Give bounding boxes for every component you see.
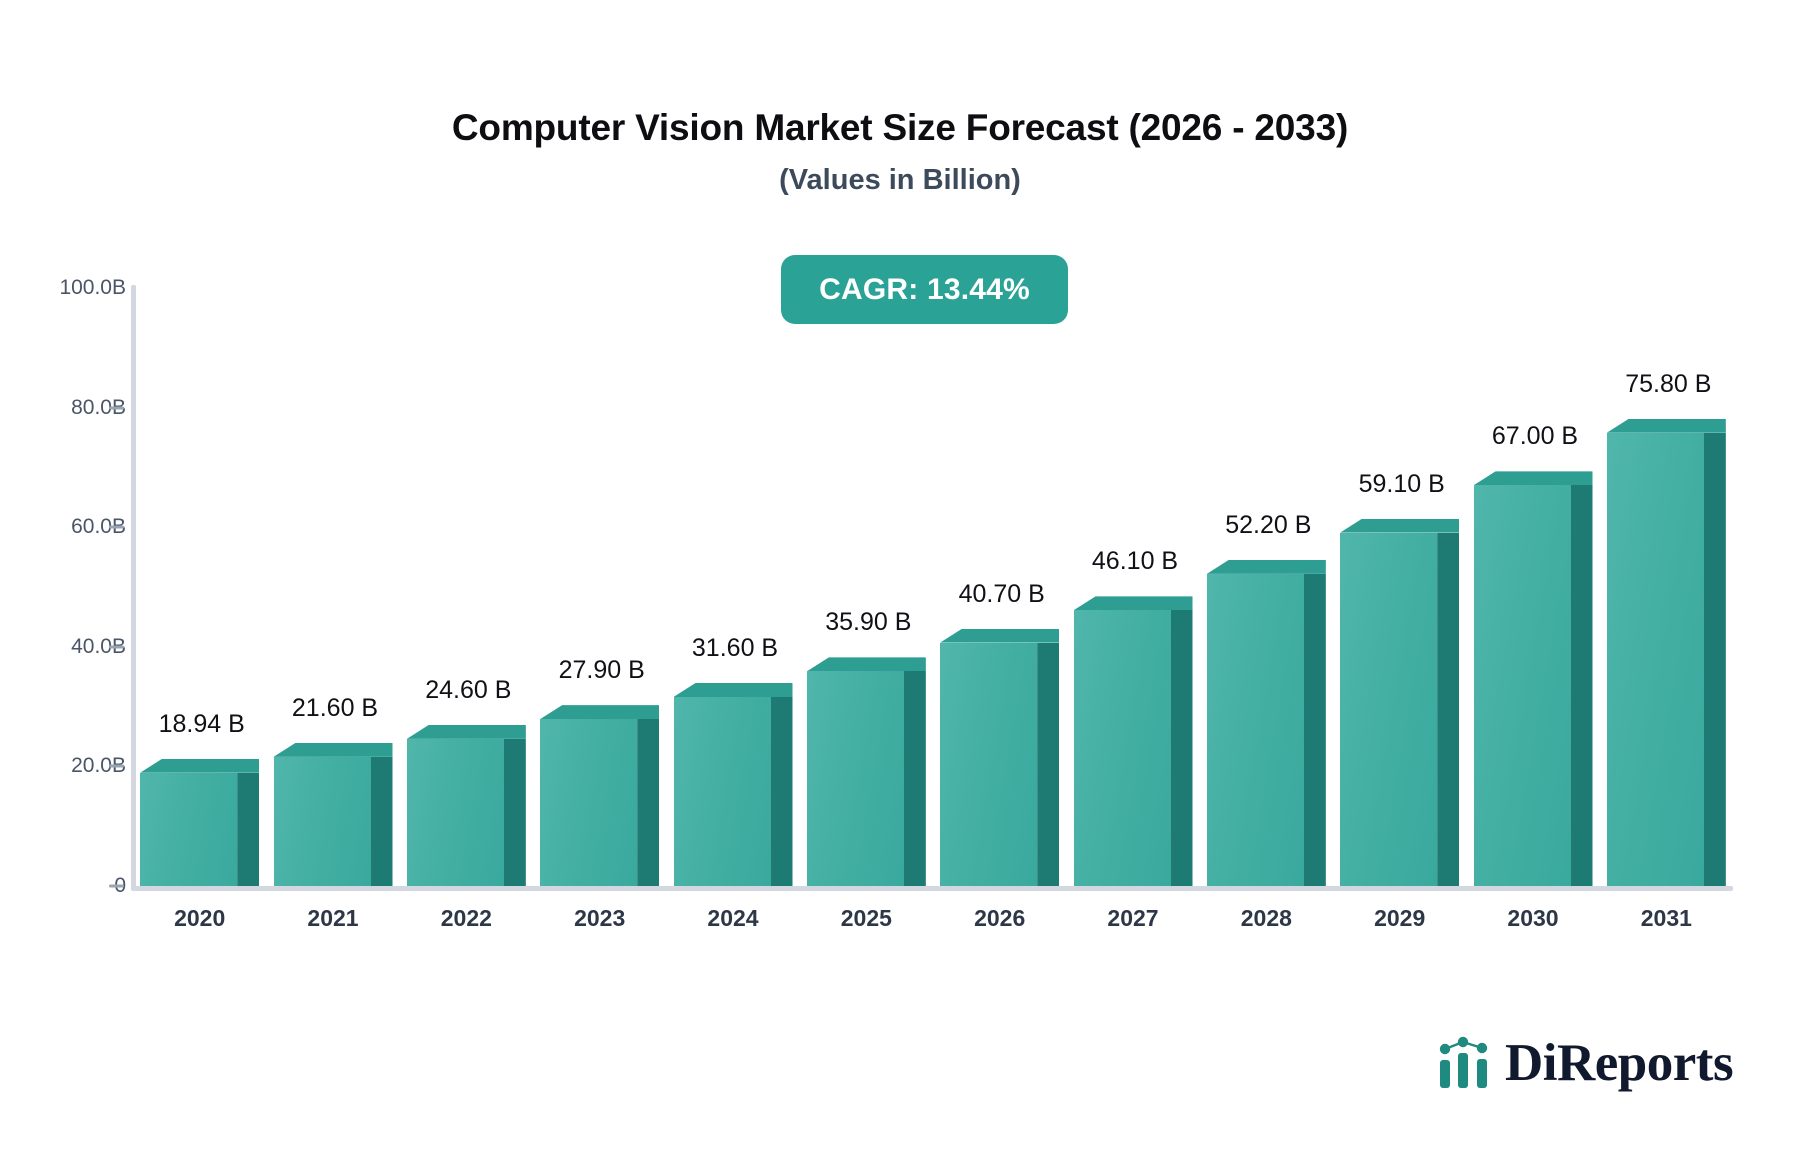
bar-top-face [673, 683, 793, 698]
bar-value-label: 59.10 B [1358, 469, 1445, 498]
bar-value-label: 18.94 B [158, 709, 245, 738]
bar-chart-logo-icon [1439, 1036, 1488, 1088]
y-axis-tick-label: 100.0B [59, 276, 126, 299]
bar-value-label: 67.00 B [1491, 422, 1579, 451]
bar-side-face [903, 671, 926, 886]
bar-column [1606, 418, 1726, 886]
bar-side-face [637, 719, 660, 886]
bar-column [273, 742, 393, 886]
y-axis-tick-mark [109, 406, 124, 410]
bar-value-label: 75.80 B [1625, 369, 1712, 398]
bar-value-label: 52.20 B [1225, 510, 1312, 539]
chart-header: Computer Vision Market Size Forecast (20… [0, 107, 1800, 197]
bar-top-face [140, 758, 260, 773]
bar-top-face [806, 657, 926, 672]
y-axis-tick-mark [109, 884, 124, 888]
y-axis-tick-label: 40.0B [71, 634, 126, 658]
bar-value-label: 21.60 B [291, 693, 379, 722]
y-axis-tick-label: 80.0B [71, 395, 126, 419]
bar-side-face [1437, 532, 1460, 886]
bar-top-face [1606, 418, 1726, 433]
x-axis-tick-label: 2030 [1507, 905, 1559, 931]
bar-top-face [540, 705, 660, 720]
bar-top-face [940, 628, 1060, 643]
x-axis-tick-label: 2024 [707, 905, 759, 931]
bar-column [1206, 559, 1326, 886]
bar-column [1073, 596, 1193, 886]
bar-column [140, 758, 260, 886]
y-axis-tick-mark [109, 764, 124, 768]
bar-side-face [1170, 610, 1193, 886]
bar-value-label: 40.70 B [958, 579, 1045, 608]
bar-side-face [1570, 485, 1593, 886]
y-axis-tick-mark [109, 525, 124, 529]
x-axis-tick-label: 2026 [974, 905, 1026, 931]
bar-front-face [1473, 485, 1571, 886]
bar-front-face [273, 756, 371, 886]
bar-front-face [673, 697, 771, 886]
x-axis-tick-label: 2027 [1107, 905, 1159, 931]
bar-column [940, 628, 1060, 886]
bar-front-face [1206, 573, 1304, 886]
bar-side-face [370, 756, 393, 886]
bar-column [673, 683, 793, 886]
bar-front-face [1340, 532, 1438, 886]
bar-top-face [1206, 559, 1326, 574]
cagr-badge-label: CAGR: 13.44% [819, 272, 1030, 306]
x-axis-tick-label: 2022 [440, 905, 492, 931]
x-axis-tick-label: 2031 [1640, 905, 1692, 931]
bar-front-face [1606, 432, 1704, 886]
x-axis-tick-label: 2023 [574, 905, 626, 931]
cagr-badge: CAGR: 13.44% [781, 255, 1068, 324]
bar-top-face [1073, 596, 1193, 611]
bar-side-face [1703, 432, 1726, 886]
x-axis-tick-label: 2020 [174, 905, 226, 931]
bar-side-face [770, 697, 793, 886]
y-axis-tick-label: 0 [0, 874, 126, 898]
y-axis-tick-label: 20.0B [71, 754, 126, 778]
x-axis-line [131, 886, 1733, 891]
x-axis-tick-label: 2028 [1240, 905, 1292, 931]
y-axis-line [131, 285, 136, 888]
direports-logo: DiReports [1437, 1033, 1734, 1092]
bar-column [1473, 471, 1593, 886]
bar-side-face [1303, 573, 1326, 886]
bar-value-label: 31.60 B [691, 634, 779, 663]
bar-column [1340, 518, 1460, 886]
bar-value-label: 46.10 B [1091, 547, 1179, 576]
logo-text: DiReports [1505, 1033, 1734, 1092]
bar-top-face [1473, 471, 1593, 486]
bar-side-face [503, 738, 526, 886]
bar-front-face [940, 642, 1038, 886]
bar-column [540, 705, 660, 886]
bar-side-face [1037, 642, 1060, 886]
bar-front-face [1073, 610, 1171, 886]
y-axis-tick-label: 60.0B [71, 515, 126, 539]
bar-value-label: 35.90 B [825, 608, 912, 637]
bar-front-face [806, 671, 904, 886]
x-axis-tick-label: 2025 [840, 905, 892, 931]
bar-top-face [1340, 518, 1460, 533]
bar-front-face [540, 719, 638, 886]
x-axis-tick-label: 2029 [1374, 905, 1426, 931]
bar-top-face [273, 742, 393, 757]
page-title: Computer Vision Market Size Forecast (20… [451, 107, 1349, 148]
x-axis-tick-label: 2021 [307, 905, 359, 931]
bar-side-face [237, 772, 260, 886]
bar-column [406, 724, 526, 886]
chart-subtitle: (Values in Billion) [779, 163, 1021, 196]
bar-value-label: 27.90 B [558, 656, 645, 685]
bar-top-face [406, 724, 526, 739]
bar-front-face [140, 772, 238, 886]
y-axis-tick-mark [109, 645, 124, 649]
bar-column [806, 657, 926, 886]
bar-value-label: 24.60 B [425, 675, 512, 704]
bar-front-face [406, 738, 504, 886]
